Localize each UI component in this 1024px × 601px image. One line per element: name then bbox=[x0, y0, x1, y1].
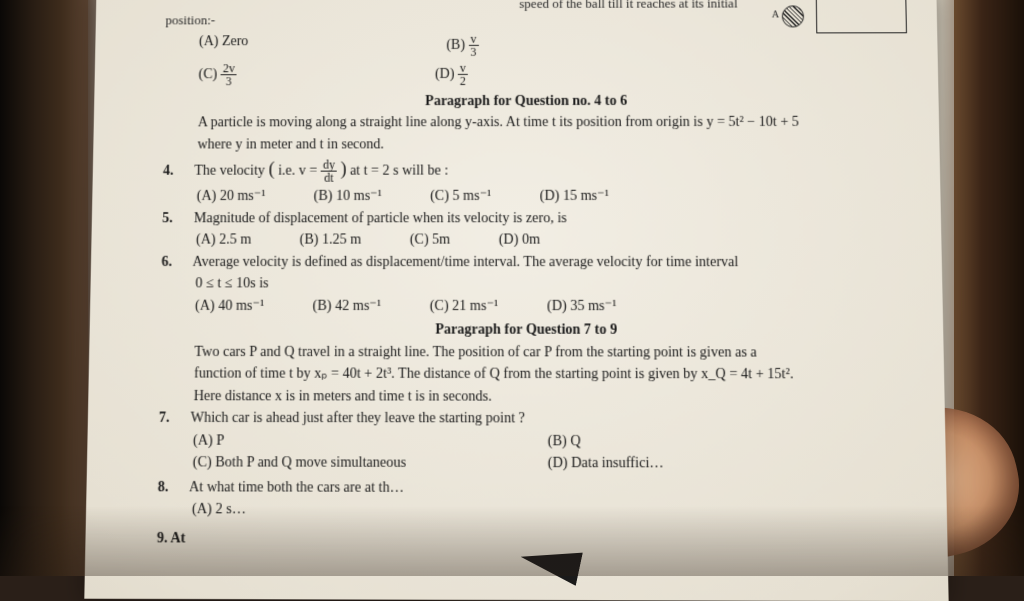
q7-stem: Which car is ahead just after they leave… bbox=[190, 411, 524, 427]
paragraph-7-9-title: Paragraph for Question 7 to 9 bbox=[160, 321, 894, 340]
question-5: 5. Magnitude of displacement of particle… bbox=[162, 210, 892, 228]
q6-options: (A) 40 ms⁻¹ (B) 42 ms⁻¹ (C) 21 ms⁻¹ (D) … bbox=[161, 297, 894, 315]
paragraph-7-9-line3: Here distance x is in meters and time t … bbox=[159, 388, 895, 407]
q4-stem: The velocity ( i.e. v = dydt ) at t = 2 … bbox=[194, 164, 448, 179]
q4-option-c: (C) 5 ms⁻¹ bbox=[430, 188, 491, 206]
q7-option-d: (D) Data insuffici… bbox=[548, 455, 664, 473]
question-6: 6. Average velocity is defined as displa… bbox=[161, 254, 893, 272]
bottom-shadow bbox=[0, 506, 1024, 576]
q5-option-d: (D) 0m bbox=[499, 232, 540, 250]
paragraph-4-6-line2: where y in meter and t in second. bbox=[163, 135, 891, 153]
paragraph-4-6-title: Paragraph for Question no. 4 to 6 bbox=[164, 92, 890, 110]
q5-options: (A) 2.5 m (B) 1.25 m (C) 5m (D) 0m bbox=[162, 232, 893, 250]
q6-number: 6. bbox=[161, 254, 189, 272]
q8-stem: At what time both the cars are at th… bbox=[189, 480, 404, 496]
photo-scene: A v → 0.5 v speed of the ball till it re… bbox=[0, 0, 1024, 576]
q7-options-row2: (C) Both P and Q move simultaneous (D) D… bbox=[158, 454, 897, 474]
q3-option-b: (B) v3 bbox=[446, 32, 478, 57]
q7-option-a: (A) P bbox=[193, 432, 509, 451]
q5-option-c: (C) 5m bbox=[410, 232, 451, 250]
q3-option-a: (A) Zero bbox=[199, 33, 249, 58]
paragraph-7-9-line2: function of time t by xₚ = 40t + 2t³. Th… bbox=[159, 365, 895, 384]
q4-option-a: (A) 20 ms⁻¹ bbox=[197, 188, 266, 206]
cutoff-line-2: position:- bbox=[165, 12, 888, 29]
diagram-box bbox=[816, 0, 907, 33]
q5-option-b: (B) 1.25 m bbox=[300, 232, 362, 250]
q6-option-d: (D) 35 ms⁻¹ bbox=[547, 298, 617, 316]
q5-option-a: (A) 2.5 m bbox=[196, 232, 251, 250]
question-4: 4. The velocity ( i.e. v = dydt ) at t =… bbox=[163, 157, 892, 184]
q7-options-row1: (A) P (B) Q bbox=[158, 432, 896, 451]
question-7: 7. Which car is ahead just after they le… bbox=[159, 410, 896, 429]
diagram-ball-icon bbox=[782, 5, 804, 27]
q7-option-b: (B) Q bbox=[548, 433, 581, 451]
q4-option-b: (B) 10 ms⁻¹ bbox=[314, 188, 382, 206]
q6-option-b: (B) 42 ms⁻¹ bbox=[313, 297, 382, 315]
paragraph-7-9-line1: Two cars P and Q travel in a straight li… bbox=[160, 343, 895, 362]
paragraph-4-6-line1: A particle is moving along a straight li… bbox=[164, 114, 891, 132]
q5-number: 5. bbox=[162, 210, 190, 228]
q7-number: 7. bbox=[159, 410, 188, 428]
q4-option-d: (D) 15 ms⁻¹ bbox=[540, 188, 609, 206]
q4-number: 4. bbox=[163, 163, 191, 181]
background-left bbox=[0, 0, 88, 576]
q6-stem-1: Average velocity is defined as displacem… bbox=[192, 255, 738, 270]
q7-option-c: (C) Both P and Q move simultaneous bbox=[193, 454, 509, 473]
q6-option-c: (C) 21 ms⁻¹ bbox=[430, 298, 499, 316]
diagram-label-a: A bbox=[772, 9, 779, 21]
q5-stem: Magnitude of displacement of particle wh… bbox=[194, 211, 567, 226]
q6-stem-2: 0 ≤ t ≤ 10s is bbox=[161, 275, 893, 293]
q4-options: (A) 20 ms⁻¹ (B) 10 ms⁻¹ (C) 5 ms⁻¹ (D) 1… bbox=[162, 188, 891, 206]
question-8: 8. At what time both the cars are at th… bbox=[158, 479, 898, 499]
q3-option-d: (D) v2 bbox=[435, 61, 468, 86]
q8-number: 8. bbox=[158, 479, 187, 497]
physics-diagram: A v → 0.5 v bbox=[796, 0, 907, 39]
q3-option-c: (C) 2v3 bbox=[198, 62, 236, 87]
q6-option-a: (A) 40 ms⁻¹ bbox=[195, 297, 264, 315]
